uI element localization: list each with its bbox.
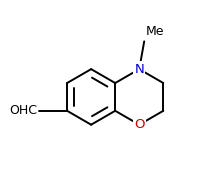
Text: OHC: OHC <box>9 104 37 117</box>
Text: O: O <box>134 118 145 131</box>
Text: Me: Me <box>146 25 165 38</box>
Text: N: N <box>134 63 144 76</box>
